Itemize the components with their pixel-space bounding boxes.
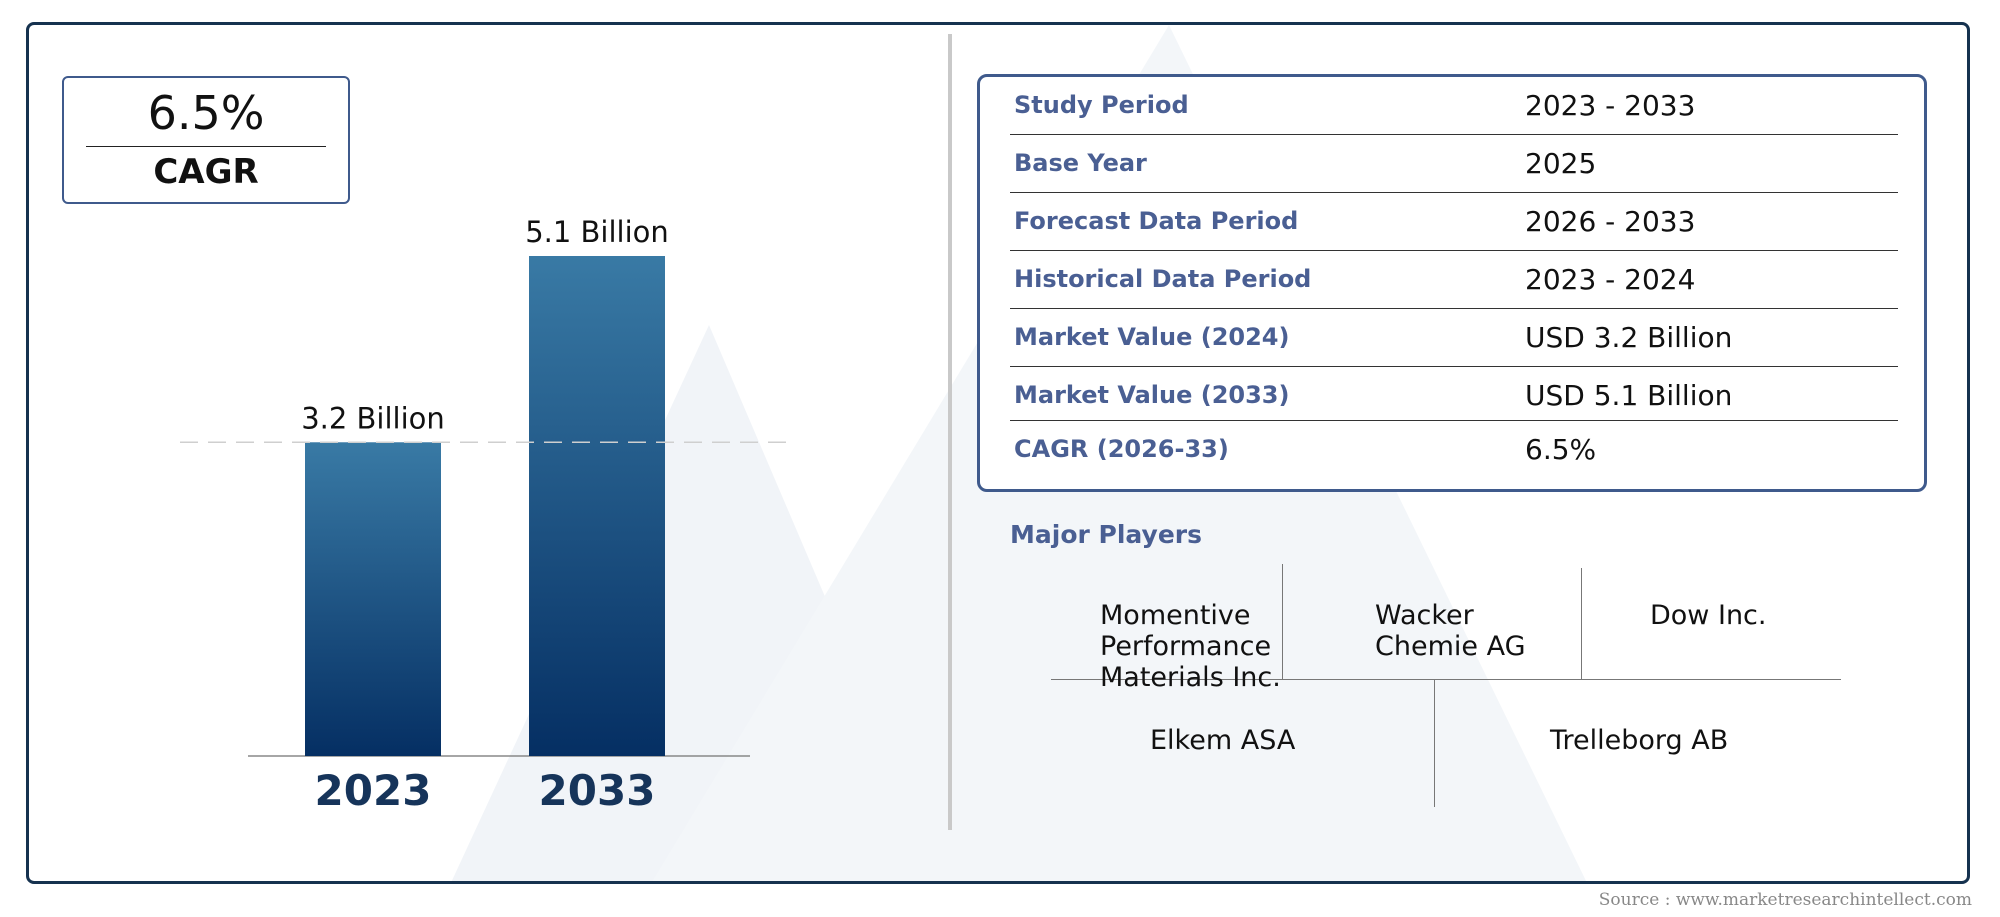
players-vertical-divider-1 [1282, 564, 1283, 679]
bar-2023 [305, 442, 441, 756]
table-row: Base Year 2025 [1010, 135, 1898, 193]
player-elkem: Elkem ASA [1150, 725, 1296, 756]
table-row-label: Study Period [1014, 91, 1189, 119]
table-row-label: CAGR (2026-33) [1014, 435, 1229, 463]
table-row-value: 2026 - 2033 [1525, 205, 1696, 238]
table-row-value: USD 3.2 Billion [1525, 321, 1733, 354]
player-wacker: Wacker Chemie AG [1375, 600, 1526, 662]
major-players-title: Major Players [1010, 520, 1202, 549]
table-row: Historical Data Period 2023 - 2024 [1010, 251, 1898, 309]
table-row-value: 6.5% [1525, 433, 1597, 466]
table-row: Market Value (2033) USD 5.1 Billion [1010, 367, 1898, 421]
player-momentive: Momentive Performance Materials Inc. [1100, 600, 1281, 693]
player-dow: Dow Inc. [1650, 600, 1767, 631]
cagr-value: 6.5% [147, 86, 265, 140]
bar-2033 [529, 256, 665, 756]
table-row-label: Historical Data Period [1014, 265, 1312, 293]
x-tick-label: 2033 [539, 766, 656, 815]
cagr-divider [86, 146, 326, 147]
table-row-value: 2025 [1525, 147, 1597, 180]
players-vertical-divider-2 [1581, 568, 1582, 679]
table-row-value: USD 5.1 Billion [1525, 379, 1733, 412]
table-row-label: Market Value (2024) [1014, 323, 1290, 351]
players-horizontal-divider [1051, 679, 1841, 680]
table-row: Market Value (2024) USD 3.2 Billion [1010, 309, 1898, 367]
players-vertical-divider-3 [1434, 679, 1435, 807]
table-row-label: Market Value (2033) [1014, 381, 1290, 409]
vertical-divider [948, 34, 952, 830]
cagr-badge: 6.5% CAGR [62, 76, 350, 204]
summary-table: Study Period 2023 - 2033 Base Year 2025 Fore… [977, 74, 1927, 492]
data-label: 5.1 Billion [525, 215, 669, 249]
source-note: Source : www.marketresearchintellect.com [1598, 890, 1972, 910]
table-row: Study Period 2023 - 2033 [1010, 77, 1898, 135]
table-row-label: Forecast Data Period [1014, 207, 1299, 235]
x-tick-label: 2023 [315, 766, 432, 815]
table-row-value: 2023 - 2033 [1525, 89, 1696, 122]
table-row-label: Base Year [1014, 149, 1147, 177]
player-trelleborg: Trelleborg AB [1550, 725, 1729, 756]
bar-chart: 3.2 Billion 2023 5.1 Billion 2033 [180, 215, 790, 815]
table-row-value: 2023 - 2024 [1525, 263, 1696, 296]
cagr-label: CAGR [153, 152, 259, 192]
table-row: CAGR (2026-33) 6.5% [1010, 421, 1898, 479]
table-row: Forecast Data Period 2026 - 2033 [1010, 193, 1898, 251]
data-label: 3.2 Billion [301, 401, 445, 435]
